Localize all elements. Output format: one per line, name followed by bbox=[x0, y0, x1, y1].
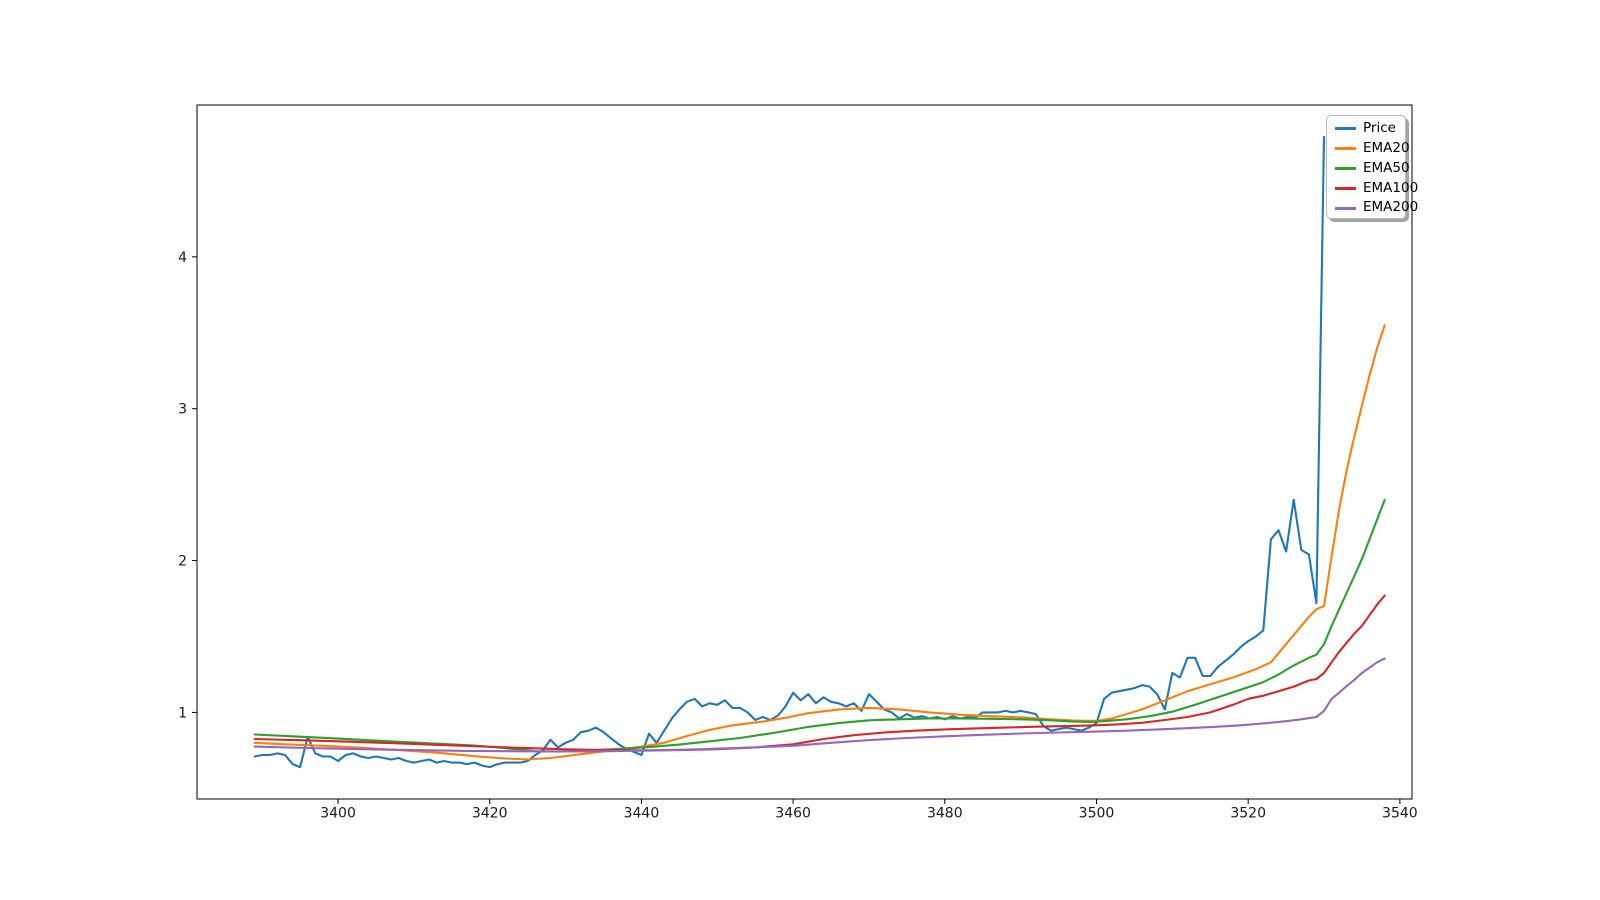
legend-label: EMA50 bbox=[1363, 159, 1410, 176]
legend-label: Price bbox=[1363, 120, 1396, 137]
x-tick-label: 3480 bbox=[927, 806, 963, 822]
legend-entry-ema50: EMA50 bbox=[1335, 159, 1410, 178]
y-tick-label: 3 bbox=[178, 402, 187, 418]
x-tick-label: 3460 bbox=[775, 806, 811, 822]
legend-label: EMA20 bbox=[1363, 139, 1410, 156]
legend-swatch-price bbox=[1335, 127, 1356, 131]
series-line-price bbox=[253, 135, 1326, 769]
legend-entry-ema200: EMA200 bbox=[1335, 199, 1418, 218]
legend-swatch-ema50 bbox=[1335, 166, 1356, 170]
x-tick-label: 3400 bbox=[320, 806, 356, 822]
legend-label: EMA200 bbox=[1363, 199, 1419, 216]
series-line-ema200 bbox=[253, 657, 1386, 753]
legend: Price EMA20 EMA50 EMA100 EMA200 bbox=[1326, 115, 1418, 219]
y-tick-label: 4 bbox=[178, 250, 187, 266]
legend-label: EMA100 bbox=[1363, 179, 1419, 196]
x-tick-label: 3520 bbox=[1230, 806, 1266, 822]
plot-border bbox=[196, 104, 1413, 800]
x-tick-label: 3540 bbox=[1382, 806, 1418, 822]
y-tick-label: 2 bbox=[178, 554, 187, 570]
y-tick-label: 1 bbox=[178, 705, 187, 721]
x-tick-label: 3500 bbox=[1079, 806, 1115, 822]
legend-swatch-ema200 bbox=[1335, 206, 1356, 210]
legend-entry-ema20: EMA20 bbox=[1335, 139, 1410, 158]
legend-swatch-ema20 bbox=[1335, 147, 1356, 151]
series-line-ema50 bbox=[253, 498, 1386, 753]
series-line-ema20 bbox=[253, 324, 1386, 761]
series-line-ema100 bbox=[253, 594, 1386, 752]
legend-entry-ema100: EMA100 bbox=[1335, 179, 1418, 198]
legend-entry-price: Price bbox=[1335, 119, 1405, 138]
legend-swatch-ema100 bbox=[1335, 186, 1356, 190]
x-tick-label: 3440 bbox=[624, 806, 660, 822]
x-tick-label: 3420 bbox=[472, 806, 508, 822]
